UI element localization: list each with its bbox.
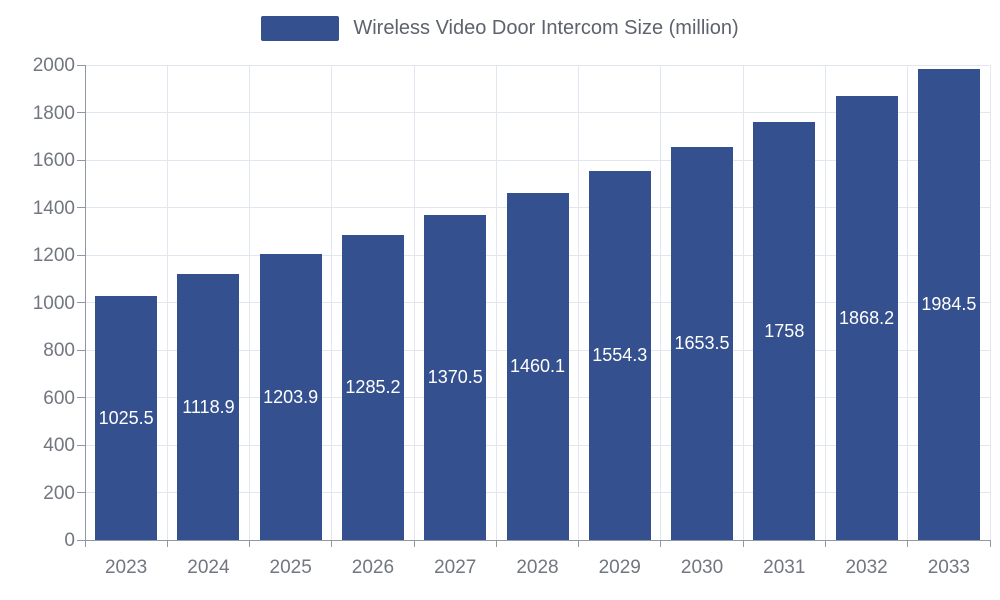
chart-legend[interactable]: Wireless Video Door Intercom Size (milli…: [0, 16, 1000, 41]
legend-swatch: [261, 16, 340, 41]
legend-label: Wireless Video Door Intercom Size (milli…: [353, 17, 739, 39]
bar-2029: 1554.3: [588, 170, 651, 540]
x-axis-label: 2031: [763, 557, 806, 578]
y-axis-line: [84, 65, 86, 540]
x-axis-label: 2032: [845, 557, 888, 578]
x-axis-label: 2028: [516, 557, 559, 578]
x-axis-tick: [742, 540, 744, 547]
y-axis-label: 1400: [32, 197, 75, 219]
vertical-gridline: [331, 65, 333, 540]
bar-value-label: 1203.9: [263, 386, 319, 407]
bar-value-label: 1118.9: [182, 396, 235, 417]
vertical-gridline: [413, 65, 415, 540]
y-axis-tick: [77, 397, 85, 398]
horizontal-gridline: [85, 159, 990, 161]
horizontal-gridline: [85, 112, 990, 113]
bar-2027: 1370.5: [424, 214, 487, 540]
y-axis-tick: [77, 112, 85, 113]
bar-2031: 1758: [753, 122, 816, 540]
x-axis-tick: [660, 540, 662, 547]
bar-value-label: 1285.2: [345, 376, 401, 397]
bar-2026: 1285.2: [341, 234, 404, 540]
y-axis-label: 800: [43, 340, 75, 361]
x-axis-tick: [989, 540, 991, 547]
y-axis-label: 1200: [32, 245, 75, 266]
vertical-gridline: [660, 65, 662, 540]
x-axis-label: 2029: [598, 557, 641, 578]
vertical-gridline: [578, 65, 580, 540]
bar-2030: 1653.5: [671, 147, 734, 540]
x-axis-label: 2024: [187, 557, 230, 578]
y-axis-label: 1800: [32, 102, 75, 124]
bar-value-label: 1554.3: [592, 344, 648, 365]
vertical-gridline: [989, 65, 991, 540]
x-axis-tick: [331, 540, 333, 547]
vertical-gridline: [742, 65, 744, 540]
y-axis-label: 400: [43, 435, 75, 456]
y-axis-tick: [77, 539, 85, 541]
x-axis-line: [84, 540, 991, 541]
x-axis-label: 2025: [269, 557, 312, 578]
y-axis-label: 200: [43, 482, 75, 504]
horizontal-gridline: [85, 64, 990, 66]
y-axis-tick: [77, 254, 85, 256]
x-axis-tick: [495, 540, 497, 547]
bar-2025: 1203.9: [259, 254, 322, 540]
y-axis-tick: [77, 444, 85, 446]
y-axis-tick: [77, 159, 85, 161]
bar-2032: 1868.2: [835, 96, 898, 540]
bar-value-label: 1370.5: [427, 366, 483, 387]
x-axis-label: 2033: [927, 557, 970, 578]
y-axis-label: 0: [64, 530, 75, 551]
vertical-gridline: [495, 65, 497, 540]
y-axis-tick: [77, 302, 85, 303]
bar-2028: 1460.1: [506, 193, 569, 540]
x-axis-label: 2030: [680, 557, 724, 578]
x-axis-tick: [166, 540, 168, 547]
bar-2033: 1984.5: [917, 68, 980, 540]
x-axis-tick: [907, 540, 909, 547]
bar-value-label: 1025.5: [98, 407, 154, 428]
y-axis-label: 1600: [32, 150, 75, 171]
x-axis-tick: [824, 540, 826, 547]
bar-value-label: 1460.1: [509, 356, 566, 377]
vertical-gridline: [249, 65, 251, 540]
vertical-gridline: [166, 65, 168, 540]
bar-value-label: 1758: [764, 320, 805, 341]
y-axis-tick: [77, 349, 85, 351]
bar-value-label: 1984.5: [921, 293, 977, 314]
bar-2023: 1025.5: [95, 296, 158, 540]
x-axis-tick: [413, 540, 415, 547]
vertical-gridline: [824, 65, 826, 540]
y-axis-label: 1000: [32, 292, 75, 314]
bar-2024: 1118.9: [177, 274, 240, 540]
x-axis-tick: [578, 540, 580, 547]
x-axis-tick: [249, 540, 251, 547]
y-axis-tick: [77, 64, 85, 66]
y-axis-label: 600: [43, 387, 75, 409]
bar-value-label: 1868.2: [839, 307, 895, 328]
y-axis-tick: [77, 207, 85, 208]
y-axis-tick: [77, 492, 85, 493]
x-axis-label: 2027: [434, 557, 477, 578]
bar-value-label: 1653.5: [674, 333, 730, 354]
x-axis-label: 2026: [351, 557, 395, 578]
y-axis-label: 2000: [32, 55, 75, 76]
x-axis-label: 2023: [104, 557, 148, 578]
x-axis-tick: [84, 540, 86, 547]
vertical-gridline: [907, 65, 909, 540]
